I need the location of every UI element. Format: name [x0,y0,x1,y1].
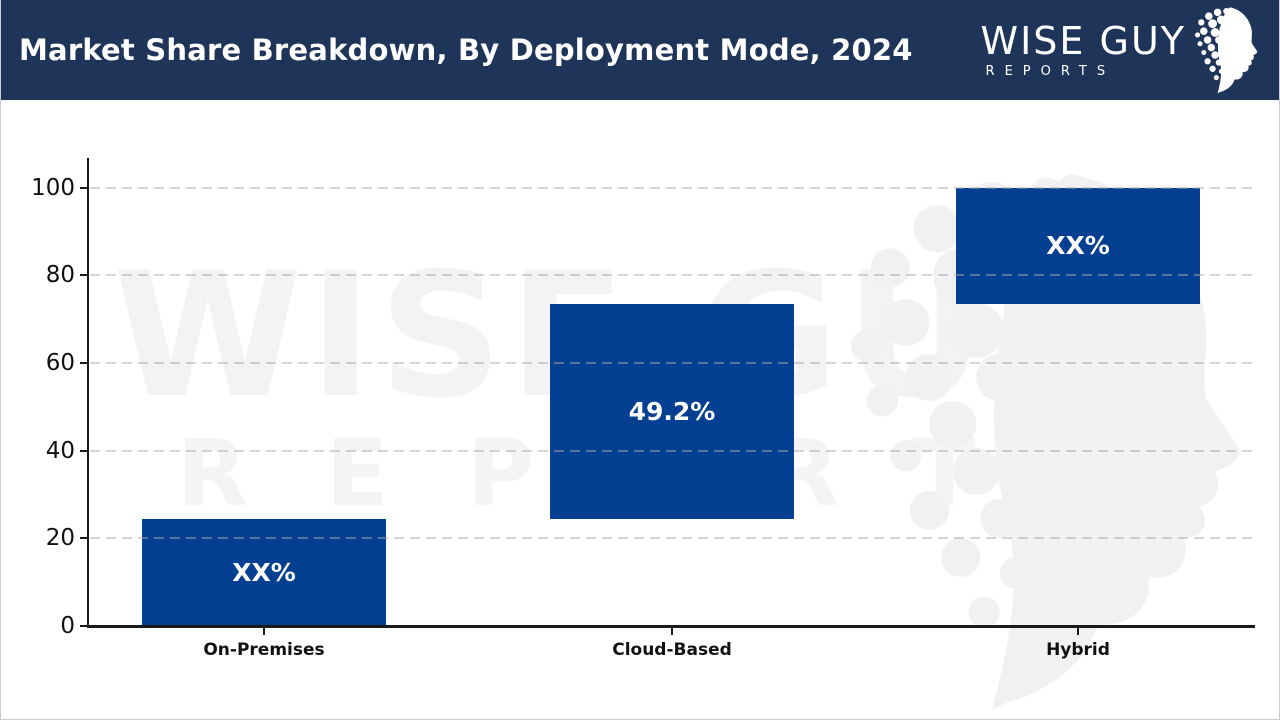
gridline [90,186,1254,189]
y-axis-tick [80,537,88,540]
bar-value-label: 49.2% [628,397,716,427]
x-axis-tick [1077,628,1079,635]
y-axis-tick [80,625,88,627]
y-axis-tick [80,274,88,277]
gridline [90,361,1254,364]
logo-reports-line: REPORTS [985,64,1116,79]
header-bar: Market Share Breakdown, By Deployment Mo… [1,0,1279,100]
bar-on-premises: XX% [142,519,386,626]
x-axis-tick [263,628,265,635]
y-axis-tick-label: 0 [60,613,75,639]
y-axis-tick-label: 20 [45,525,75,552]
bar-value-label: XX% [232,558,296,588]
x-axis-tick [671,628,673,635]
bar-value-label: XX% [1046,231,1110,261]
y-axis-tick-label: 60 [45,349,75,376]
x-axis-category-label: Hybrid [1046,640,1110,660]
x-axis-line [88,625,1255,628]
logo-brand-line: WISE GUY [980,19,1186,63]
y-axis-tick-label: 40 [45,437,75,464]
gridline [90,537,1254,540]
wise-guy-reports-logo: WISE GUY REPORTS [981,6,1259,94]
y-axis-tick [80,186,88,189]
x-axis-category-label: Cloud-Based [612,640,732,660]
y-axis-tick-label: 100 [31,174,75,201]
x-axis-category-label: On-Premises [203,640,325,660]
gridline [90,449,1254,452]
gridline [90,274,1254,277]
y-axis-line [87,158,89,628]
dotted-head-profile-icon [1195,7,1258,94]
bar-cloud-based: 49.2% [550,303,794,520]
y-axis-tick [80,449,88,452]
y-axis-tick-label: 80 [45,262,75,289]
bar-hybrid: XX% [956,187,1200,304]
y-axis-tick [80,361,88,364]
page-title: Market Share Breakdown, By Deployment Mo… [19,33,913,67]
logo-text: WISE GUY REPORTS [981,21,1186,79]
